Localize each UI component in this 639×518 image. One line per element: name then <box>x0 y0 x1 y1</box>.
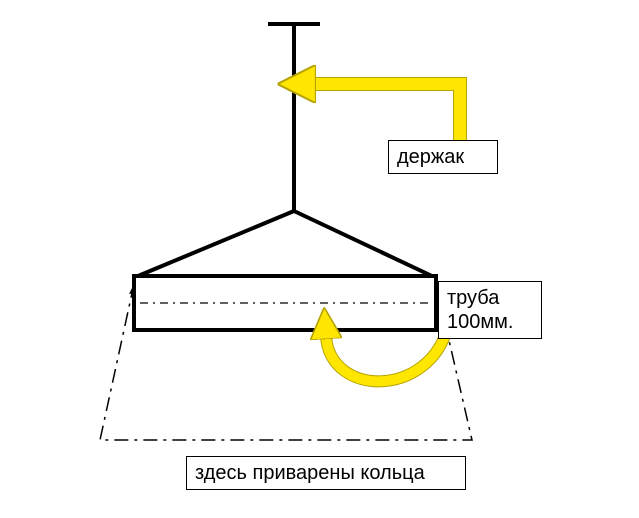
label-rings: здесь приварены кольца <box>186 456 466 490</box>
label-holder: держак <box>388 140 498 174</box>
label-pipe: труба 100мм. <box>438 281 542 339</box>
diagram-stage: держак труба 100мм. здесь приварены коль… <box>0 0 639 518</box>
diagram-svg <box>0 0 639 518</box>
